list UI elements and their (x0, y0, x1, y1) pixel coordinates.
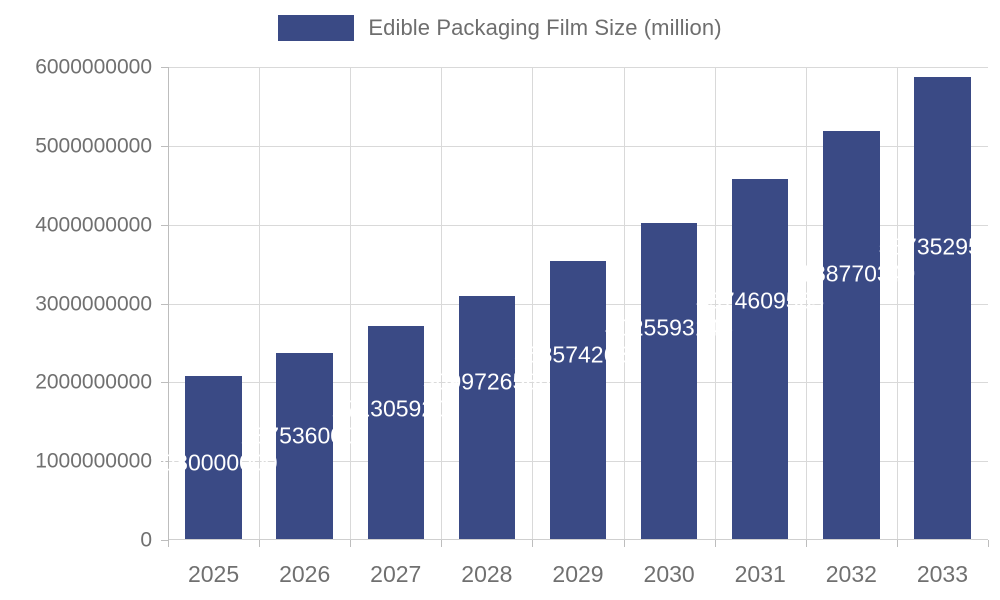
gridline-horizontal (168, 67, 988, 68)
gridline-vertical (532, 67, 533, 540)
gridline-vertical (350, 67, 351, 540)
y-axis-labels: 0 1000000000 2000000000 3000000000 400000000… (0, 57, 160, 551)
x-axis-tick-label-2030: 2030 (643, 561, 695, 587)
x-axis-labels: 2025 2026 2027 2028 2029 2030 2031 2032 2033 (168, 545, 988, 590)
x-axis-tick-label-2025: 2025 (187, 561, 240, 587)
bar-2032[interactable] (823, 130, 880, 540)
y-axis-tick-label: 0 (140, 528, 152, 552)
x-axis-tick-mark (168, 540, 169, 547)
x-axis-tick-label-2026: 2026 (279, 561, 331, 587)
gridline-horizontal (168, 145, 988, 147)
y-axis-tick-label: 1000000000 (35, 449, 152, 473)
x-axis-tick-mark (624, 540, 625, 547)
x-axis-line (168, 539, 988, 540)
y-axis-tick-mark (161, 461, 168, 463)
x-axis-tick-label-2032: 2032 (825, 561, 877, 587)
y-axis-tick-label: 6000000000 (35, 55, 152, 79)
x-axis-tick-mark (441, 540, 442, 547)
gridline-vertical (806, 67, 807, 540)
x-axis-tick-mark (350, 540, 351, 547)
gridline-vertical (441, 67, 442, 540)
gridline-vertical (624, 67, 625, 540)
x-axis-tick-label-2031: 2031 (734, 561, 786, 587)
bar-2026[interactable] (276, 352, 333, 540)
y-axis-tick-label: 3000000000 (35, 292, 152, 315)
color-swatch-icon (278, 15, 355, 41)
y-axis-tick-mark (161, 224, 168, 226)
bar-2030[interactable] (640, 222, 698, 540)
gridline-horizontal (168, 224, 988, 226)
bar-2033[interactable] (914, 76, 971, 540)
x-axis-tick-label-2028: 2028 (461, 561, 513, 587)
y-axis-tick-mark (161, 540, 168, 541)
y-axis-tick-label: 5000000000 (35, 134, 152, 158)
x-axis-tick-mark (897, 540, 898, 547)
bar-2028[interactable] (458, 295, 516, 540)
gridline-vertical (897, 67, 898, 540)
x-axis-tick-label-2029: 2029 (552, 561, 604, 587)
gridline-vertical (715, 67, 716, 540)
x-axis-tick-mark (259, 540, 260, 547)
chart-legend[interactable]: Edible Packaging Film Size (million) (0, 8, 1000, 48)
y-axis-tick-mark (161, 303, 168, 305)
bar-2025[interactable] (185, 376, 242, 540)
x-axis-tick-mark (806, 540, 807, 547)
bar-2027[interactable] (367, 326, 425, 540)
y-axis-tick-mark (161, 382, 168, 384)
x-axis-tick-label-2027: 2027 (370, 561, 422, 587)
y-axis-tick-mark (161, 145, 168, 147)
y-axis-line (168, 67, 169, 540)
bar-2031[interactable] (731, 179, 789, 540)
x-axis-tick-mark (715, 540, 716, 547)
plot-area (168, 67, 988, 540)
x-axis-tick-mark (988, 540, 989, 547)
x-axis-tick-label-2033: 2033 (916, 561, 969, 587)
y-axis-tick-mark (161, 67, 168, 68)
y-axis-tick-label: 4000000000 (35, 213, 152, 237)
bar-2029[interactable] (549, 261, 607, 540)
legend-series-label: Edible Packaging Film Size (million) (368, 15, 722, 40)
gridline-vertical (259, 67, 260, 540)
y-axis-tick-label: 2000000000 (35, 370, 152, 394)
x-axis-tick-mark (532, 540, 533, 547)
